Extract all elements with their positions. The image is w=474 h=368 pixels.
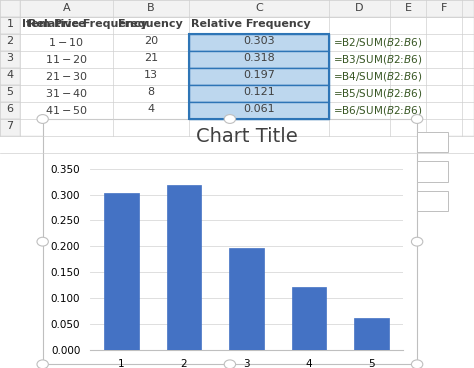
FancyBboxPatch shape — [0, 34, 20, 51]
Bar — [355, 318, 389, 350]
FancyBboxPatch shape — [0, 119, 20, 136]
Text: 8: 8 — [147, 87, 155, 97]
FancyBboxPatch shape — [0, 0, 474, 136]
Text: $11 - $20: $11 - $20 — [45, 53, 88, 65]
Title: Chart Title: Chart Title — [196, 127, 297, 146]
Text: =B2/SUM($B$2:$B$6): =B2/SUM($B$2:$B$6) — [333, 36, 422, 49]
Text: 0.121: 0.121 — [243, 87, 274, 97]
FancyBboxPatch shape — [189, 102, 329, 119]
FancyBboxPatch shape — [189, 51, 329, 68]
Text: 21: 21 — [144, 53, 158, 63]
Text: 0.061: 0.061 — [243, 104, 274, 114]
Text: 4: 4 — [6, 70, 14, 80]
Text: =B6/SUM($B$2:$B$6): =B6/SUM($B$2:$B$6) — [333, 104, 422, 117]
Text: 1: 1 — [7, 19, 13, 29]
Circle shape — [224, 114, 236, 123]
Text: 13: 13 — [144, 70, 158, 80]
FancyBboxPatch shape — [417, 161, 448, 181]
Text: 6: 6 — [7, 104, 13, 114]
Text: $31 - $40: $31 - $40 — [45, 87, 88, 99]
FancyBboxPatch shape — [0, 68, 20, 85]
Text: =B4/SUM($B$2:$B$6): =B4/SUM($B$2:$B$6) — [333, 70, 422, 83]
Text: 3: 3 — [7, 53, 13, 63]
Text: D: D — [356, 3, 364, 13]
Text: Item Price: Item Price — [22, 19, 86, 29]
Bar — [292, 287, 326, 350]
Bar — [167, 185, 201, 350]
Text: 2: 2 — [6, 36, 14, 46]
Bar — [229, 248, 264, 350]
FancyBboxPatch shape — [0, 85, 20, 102]
FancyBboxPatch shape — [0, 0, 20, 17]
FancyBboxPatch shape — [189, 68, 329, 85]
Text: 20: 20 — [144, 36, 158, 46]
Text: Relative Frequency: Relative Frequency — [191, 19, 310, 29]
FancyBboxPatch shape — [43, 119, 417, 364]
Text: C: C — [255, 3, 263, 13]
Text: $41 - $50: $41 - $50 — [45, 104, 88, 116]
Text: 0.318: 0.318 — [243, 53, 274, 63]
Text: Frequency: Frequency — [118, 19, 183, 29]
Circle shape — [411, 360, 423, 368]
Text: 5: 5 — [7, 87, 13, 97]
FancyBboxPatch shape — [417, 191, 448, 211]
Circle shape — [411, 114, 423, 123]
Bar — [104, 193, 138, 350]
FancyBboxPatch shape — [189, 34, 329, 51]
Text: Relative Frequency: Relative Frequency — [28, 19, 148, 29]
Circle shape — [37, 360, 48, 368]
Text: =B3/SUM($B$2:$B$6): =B3/SUM($B$2:$B$6) — [333, 53, 422, 66]
Text: F: F — [441, 3, 447, 13]
Circle shape — [411, 237, 423, 246]
Text: =B5/SUM($B$2:$B$6): =B5/SUM($B$2:$B$6) — [333, 87, 422, 100]
Text: 0.197: 0.197 — [243, 70, 275, 80]
FancyBboxPatch shape — [0, 17, 20, 34]
Text: B: B — [147, 3, 155, 13]
FancyBboxPatch shape — [0, 0, 474, 17]
Text: E: E — [405, 3, 411, 13]
FancyBboxPatch shape — [0, 102, 20, 119]
FancyBboxPatch shape — [0, 51, 20, 68]
Text: 0.303: 0.303 — [243, 36, 274, 46]
Text: 4: 4 — [147, 104, 155, 114]
Circle shape — [37, 237, 48, 246]
FancyBboxPatch shape — [417, 132, 448, 152]
FancyBboxPatch shape — [189, 85, 329, 102]
Circle shape — [37, 114, 48, 123]
Text: A: A — [63, 3, 70, 13]
Text: $21 - $30: $21 - $30 — [45, 70, 88, 82]
Circle shape — [224, 360, 236, 368]
Text: 7: 7 — [6, 121, 14, 131]
Text: $1 - $10: $1 - $10 — [48, 36, 84, 48]
